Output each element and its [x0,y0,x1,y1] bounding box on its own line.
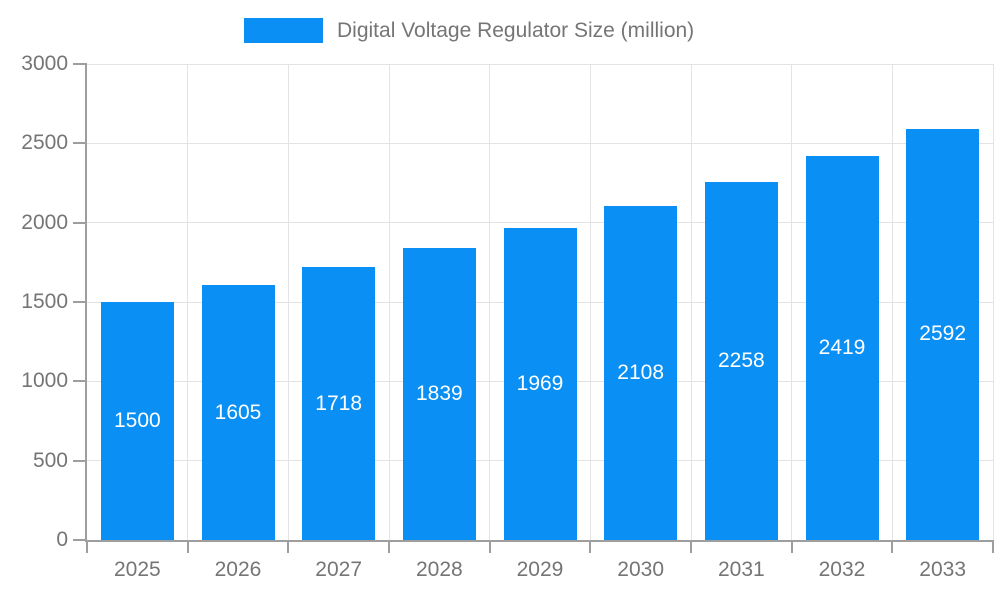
x-axis-tick [287,540,290,553]
gridline-v [287,64,289,540]
y-axis-tick [73,63,87,65]
x-axis-tick [488,540,491,553]
gridline-v [388,64,390,540]
y-axis-tick-label: 2500 [21,131,68,155]
gridline-v [187,64,189,540]
legend[interactable]: Digital Voltage Regulator Size (million) [244,18,694,43]
gridline-h [87,142,993,144]
y-axis-tick-label: 3000 [21,52,68,75]
x-axis-tick-label: 2030 [617,558,665,581]
legend-swatch [244,18,323,43]
x-axis-tick-label: 2029 [516,558,564,581]
x-axis-tick-label: 2028 [415,558,463,581]
y-axis-line [85,64,87,542]
x-axis-tick [790,540,793,553]
x-axis-tick-label: 2027 [315,558,363,581]
y-axis-tick [73,142,87,145]
x-axis-tick-label: 2031 [717,558,765,581]
x-axis-tick-label: 2032 [818,558,866,581]
y-axis-tick [73,301,87,303]
x-axis-tick-label: 2033 [919,558,967,581]
y-axis-tick [73,380,87,383]
bar-value-label: 2108 [617,360,665,384]
bar[interactable] [100,302,174,540]
bar[interactable] [302,267,376,540]
gridline-v [791,64,793,540]
bar-value-label: 1839 [415,382,463,406]
x-axis-tick [589,540,592,553]
x-axis-line [85,540,993,542]
gridline-v [489,64,491,540]
bar[interactable] [704,181,778,540]
y-axis-tick [73,221,87,224]
gridline-v [589,64,591,540]
y-axis-tick-label: 0 [56,528,68,551]
x-axis-tick [992,540,994,553]
legend-label: Digital Voltage Regulator Size (million) [337,18,695,42]
bar[interactable] [201,285,275,540]
bar-value-label: 1605 [214,400,262,424]
bar-value-label: 1969 [516,371,564,395]
bar-value-label: 1718 [315,391,363,415]
bar-value-label: 2419 [818,336,866,360]
gridline-h [87,222,993,224]
gridline-v [992,64,994,540]
y-axis-tick-label: 2000 [21,210,68,234]
x-axis-tick [186,540,189,553]
bar[interactable] [906,128,980,540]
bar[interactable] [402,248,476,540]
y-axis-tick [73,459,87,462]
x-axis-tick [891,540,894,553]
bar-value-label: 1500 [113,409,161,432]
bar[interactable] [604,205,678,540]
y-axis-tick [73,539,87,541]
bar-value-label: 2592 [919,322,967,346]
x-axis-tick-label: 2025 [113,558,161,581]
x-axis-tick [388,540,390,553]
x-axis-tick [690,540,692,553]
bar[interactable] [805,156,879,540]
x-axis-tick-label: 2026 [214,558,262,581]
bar[interactable] [503,227,577,540]
gridline-v [690,64,692,540]
gridline-v [891,64,893,540]
y-axis-tick-label: 1500 [21,290,68,313]
y-axis-tick-label: 500 [32,448,68,472]
y-axis-tick-label: 1000 [21,369,68,393]
x-axis-tick [86,540,88,553]
gridline-h [87,63,993,65]
bar-value-label: 2258 [717,348,765,372]
